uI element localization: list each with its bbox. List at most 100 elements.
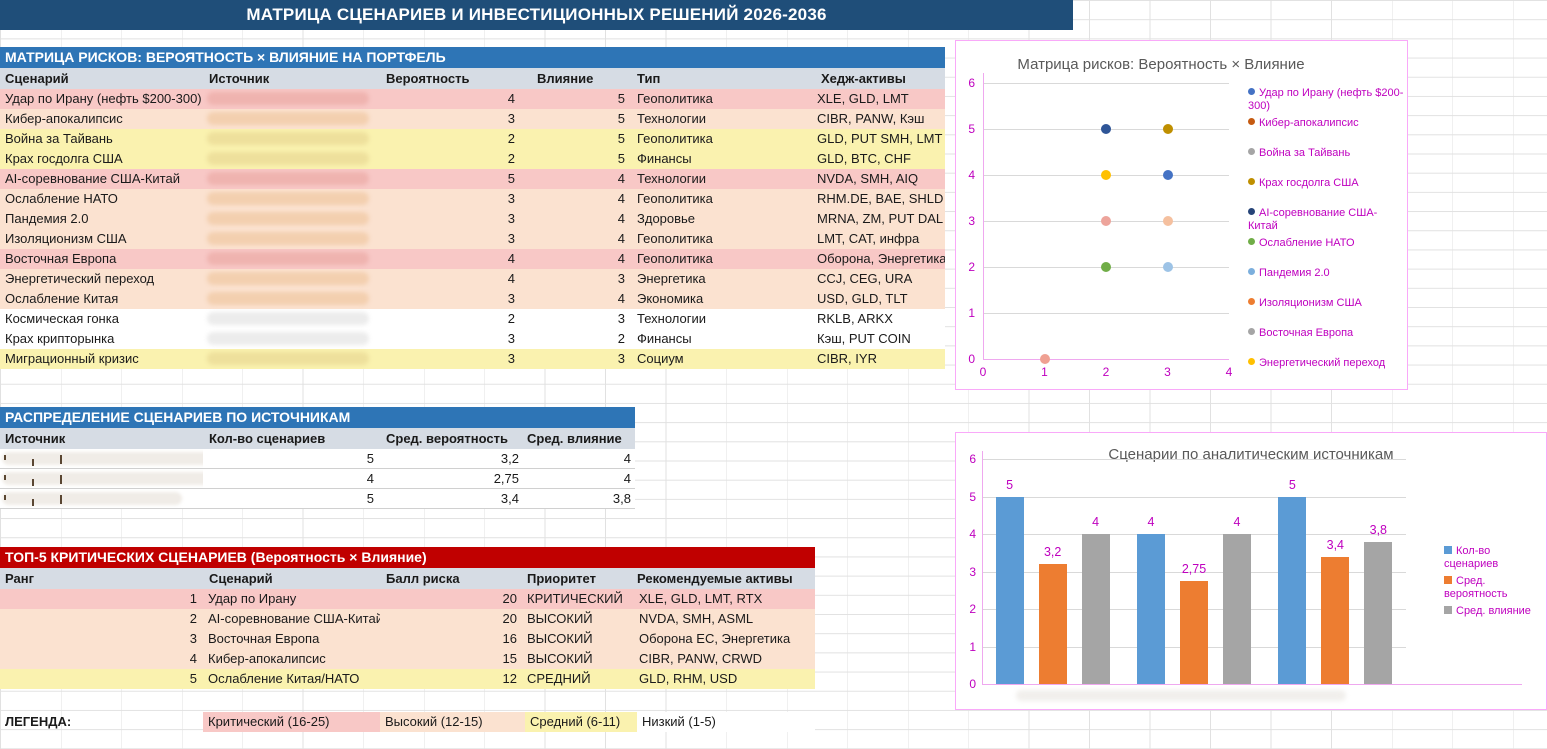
scenario-cell[interactable]: Ослабление НАТО	[5, 191, 118, 206]
legend-entry[interactable]: AI-соревнование США-Китай	[1248, 207, 1406, 233]
hedge-assets-cell[interactable]: XLE, GLD, LMT	[817, 91, 909, 106]
legend-entry[interactable]: Энергетический переход	[1248, 357, 1406, 370]
probability-cell[interactable]: 3	[507, 191, 515, 206]
hedge-assets-cell[interactable]: Оборона, Энергетика	[817, 251, 945, 266]
hedge-assets-cell[interactable]: GLD, PUT SMH, LMT	[817, 131, 943, 146]
count-cell[interactable]: 4	[366, 471, 374, 486]
hedge-assets-cell[interactable]: Кэш, PUT COIN	[817, 331, 911, 346]
scenario-cell[interactable]: Крах крипторынка	[5, 331, 115, 346]
rank-cell[interactable]: 1	[189, 591, 197, 606]
scenario-cell[interactable]: Война за Тайвань	[5, 131, 113, 146]
hedge-assets-cell[interactable]: RHM.DE, BAE, SHLD	[817, 191, 944, 206]
column-header[interactable]: Кол-во сценариев	[209, 431, 326, 446]
source-cell-redacted[interactable]	[203, 269, 380, 289]
avg-probability-cell[interactable]: 2,75	[493, 471, 519, 486]
legend-entry[interactable]: Война за Тайвань	[1248, 147, 1406, 160]
impact-cell[interactable]: 4	[617, 251, 625, 266]
recommended-assets-cell[interactable]: Оборона ЕС, Энергетика	[639, 631, 791, 646]
source-cell-redacted[interactable]	[203, 129, 380, 149]
source-cell-redacted[interactable]	[203, 229, 380, 249]
risk-score-cell[interactable]: 12	[502, 671, 517, 686]
source-cell-redacted[interactable]	[203, 189, 380, 209]
column-header[interactable]: Хедж-активы	[821, 71, 906, 86]
rank-cell[interactable]: 4	[189, 651, 197, 666]
type-cell[interactable]: Здоровье	[637, 211, 696, 226]
probability-cell[interactable]: 3	[507, 211, 515, 226]
scenario-cell[interactable]: AI-соревнование США-Китай	[5, 171, 180, 186]
scenario-cell[interactable]: Изоляционизм США	[5, 231, 127, 246]
legend-entry[interactable]: Кибер-апокалипсис	[1248, 117, 1406, 130]
source-cell-redacted[interactable]	[203, 109, 380, 129]
scenario-cell[interactable]: Кибер-апокалипсис	[208, 651, 326, 666]
source-cell-redacted[interactable]	[203, 89, 380, 109]
bar-chart[interactable]: Сценарии по аналитическим источникам 0 1 2…	[955, 432, 1547, 710]
risk-score-cell[interactable]: 16	[502, 631, 517, 646]
priority-cell[interactable]: ВЫСОКИЙ	[527, 631, 593, 646]
column-header[interactable]: Ранг	[5, 571, 34, 586]
source-cell-redacted[interactable]	[203, 309, 380, 329]
column-header[interactable]: Сред. вероятность	[386, 431, 508, 446]
impact-cell[interactable]: 5	[617, 131, 625, 146]
scenario-cell[interactable]: Космическая гонка	[5, 311, 119, 326]
hedge-assets-cell[interactable]: GLD, BTC, CHF	[817, 151, 911, 166]
probability-cell[interactable]: 2	[507, 131, 515, 146]
recommended-assets-cell[interactable]: XLE, GLD, LMT, RTX	[639, 591, 763, 606]
scatter-chart[interactable]: Матрица рисков: Вероятность × Влияние 0 1…	[955, 40, 1408, 390]
rank-cell[interactable]: 3	[189, 631, 197, 646]
probability-cell[interactable]: 2	[507, 151, 515, 166]
probability-cell[interactable]: 3	[507, 331, 515, 346]
source-cell-redacted[interactable]	[203, 349, 380, 369]
source-cell-redacted[interactable]	[0, 469, 203, 488]
scenario-cell[interactable]: Кибер-апокалипсис	[5, 111, 123, 126]
type-cell[interactable]: Технологии	[637, 111, 707, 126]
column-header[interactable]: Тип	[637, 71, 661, 86]
probability-cell[interactable]: 3	[507, 111, 515, 126]
type-cell[interactable]: Геополитика	[637, 191, 713, 206]
type-cell[interactable]: Энергетика	[637, 271, 706, 286]
impact-cell[interactable]: 3	[617, 271, 625, 286]
column-header[interactable]: Приоритет	[527, 571, 596, 586]
hedge-assets-cell[interactable]: CIBR, IYR	[817, 351, 877, 366]
hedge-assets-cell[interactable]: RKLB, ARKX	[817, 311, 893, 326]
scenario-cell[interactable]: Энергетический переход	[5, 271, 155, 286]
scenario-cell[interactable]: Миграционный кризис	[5, 351, 139, 366]
avg-probability-cell[interactable]: 3,2	[500, 451, 519, 466]
risk-score-cell[interactable]: 15	[502, 651, 517, 666]
type-cell[interactable]: Финансы	[637, 151, 692, 166]
type-cell[interactable]: Технологии	[637, 311, 707, 326]
column-header[interactable]: Вероятность	[386, 71, 470, 86]
legend-entry[interactable]: Сред. влияние	[1444, 605, 1544, 618]
column-header[interactable]: Рекомендуемые активы	[637, 571, 793, 586]
type-cell[interactable]: Технологии	[637, 171, 707, 186]
source-cell-redacted[interactable]	[203, 329, 380, 349]
hedge-assets-cell[interactable]: CCJ, CEG, URA	[817, 271, 913, 286]
column-header[interactable]: Влияние	[537, 71, 594, 86]
risk-score-cell[interactable]: 20	[502, 611, 517, 626]
hedge-assets-cell[interactable]: USD, GLD, TLT	[817, 291, 908, 306]
priority-cell[interactable]: ВЫСОКИЙ	[527, 651, 593, 666]
priority-cell[interactable]: КРИТИЧЕСКИЙ	[527, 591, 623, 606]
risk-score-cell[interactable]: 20	[502, 591, 517, 606]
avg-probability-cell[interactable]: 3,4	[500, 491, 519, 506]
type-cell[interactable]: Геополитика	[637, 131, 713, 146]
legend-entry[interactable]: Крах госдолга США	[1248, 177, 1406, 190]
type-cell[interactable]: Геополитика	[637, 231, 713, 246]
scenario-cell[interactable]: Удар по Ирану	[208, 591, 297, 606]
impact-cell[interactable]: 5	[617, 151, 625, 166]
source-cell-redacted[interactable]	[0, 489, 203, 508]
scenario-cell[interactable]: AI-соревнование США-Китай	[208, 611, 380, 626]
impact-cell[interactable]: 5	[617, 111, 625, 126]
recommended-assets-cell[interactable]: CIBR, PANW, CRWD	[639, 651, 763, 666]
avg-impact-cell[interactable]: 3,8	[612, 491, 631, 506]
probability-cell[interactable]: 2	[507, 311, 515, 326]
scenario-cell[interactable]: Пандемия 2.0	[5, 211, 89, 226]
source-cell-redacted[interactable]	[203, 169, 380, 189]
source-cell-redacted[interactable]	[203, 209, 380, 229]
legend-entry[interactable]: Кол-во сценариев	[1444, 545, 1544, 571]
source-cell-redacted[interactable]	[203, 289, 380, 309]
type-cell[interactable]: Геополитика	[637, 91, 713, 106]
probability-cell[interactable]: 4	[507, 251, 515, 266]
probability-cell[interactable]: 4	[507, 91, 515, 106]
impact-cell[interactable]: 4	[617, 231, 625, 246]
source-cell-redacted[interactable]	[0, 449, 203, 468]
